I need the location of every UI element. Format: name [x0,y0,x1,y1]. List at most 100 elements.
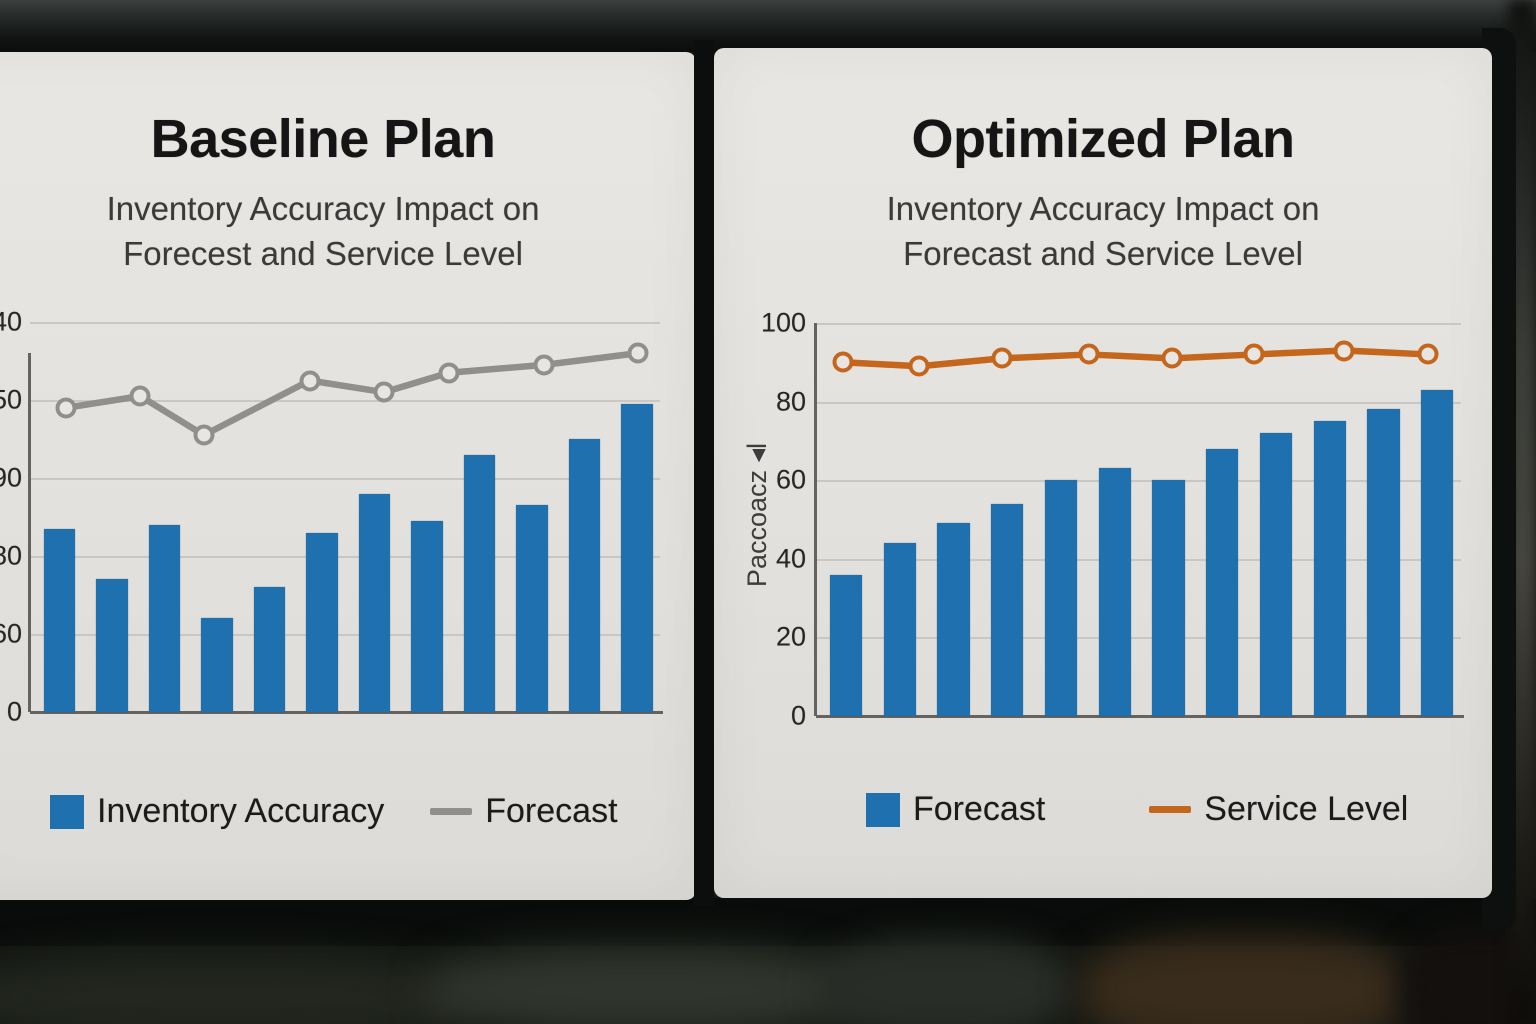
legend-item-forecast: Forecast [430,792,618,831]
baseline-legend: Inventory Accuracy Forecast [50,792,618,831]
y-tick-label: 60 [775,464,806,495]
bar-swatch-icon [50,794,84,829]
legend-label: Forecast [485,792,618,830]
legend-label: Inventory Accuracy [97,792,385,830]
optimized-plot [814,323,1465,718]
y-tick-label: 80 [775,386,806,417]
optimized-title: Optimized Plan [911,109,1295,169]
bar-inventory-accuracy [568,439,601,712]
x-axis-line [816,715,1465,718]
data-point-marker [1161,347,1183,369]
bar-forecast [937,523,970,716]
optimized-legend: Forecast Service Level [866,790,1408,829]
optimized-y-axis-ticks: 100 80 60 40 20 0 [736,308,806,731]
optimized-panel: Optimized Plan Inventory Accuracy Impact… [714,48,1492,898]
background-blur [820,938,1070,1024]
bar-inventory-accuracy [516,505,548,712]
y-tick-label: 40 [775,543,806,574]
bar-forecast [1206,448,1239,716]
gridline [816,637,1461,640]
bar-forecast [1367,409,1400,716]
monitor-top-bezel [0,0,1536,52]
data-point-marker [299,370,321,391]
data-point-marker [908,355,930,377]
gridline [30,634,660,636]
bar-inventory-accuracy [96,579,128,712]
gridline [816,480,1461,483]
data-point-marker [991,347,1013,369]
legend-label: Forecast [913,790,1046,828]
y-axis-line [814,323,817,716]
y-tick-label: 20 [775,621,806,652]
data-point-marker [438,362,460,384]
gridline [30,400,660,402]
bar-forecast [829,574,863,716]
baseline-panel: Baseline Plan Inventory Accuracy Impact … [0,52,696,900]
optimized-subtitle: Inventory Accuracy Impact on Forecast an… [714,186,1492,276]
bar-inventory-accuracy [253,587,286,712]
line-swatch-icon [1149,806,1192,813]
background-blur [1080,936,1410,1024]
y-tick-label: 100 [760,307,806,338]
gridline [816,558,1461,561]
bar-inventory-accuracy [201,618,233,712]
baseline-y-axis-ticks: 40 50 90 80 60 0 [0,307,22,727]
bar-inventory-accuracy [306,532,338,712]
gridline [30,478,660,480]
y-tick-label: 40 [0,306,22,337]
y-tick-label: 0 [790,700,806,731]
bar-swatch-icon [866,792,900,827]
data-point-marker [373,381,395,403]
y-tick-label: 50 [0,384,22,415]
y-tick-label: 60 [0,618,22,649]
subtitle-line: Inventory Accuracy Impact on [106,190,540,227]
data-point-marker [832,351,854,373]
baseline-subtitle: Inventory Accuracy Impact on Forecest an… [0,186,696,276]
bar-inventory-accuracy [411,520,443,712]
bar-inventory-accuracy [463,454,496,712]
subtitle-line: Forecast and Service Level [903,235,1303,272]
subtitle-line: Inventory Accuracy Impact on [886,190,1320,227]
data-point-marker [1333,340,1355,361]
trend-line-service-level [839,347,1432,370]
legend-item-forecast: Forecast [866,790,1045,829]
background-blur [0,898,1536,1024]
line-swatch-icon [430,808,473,815]
legend-label: Service Level [1204,790,1409,828]
bar-forecast [1313,421,1346,716]
data-point-marker [129,385,151,407]
bar-inventory-accuracy [148,524,181,712]
y-tick-label: 90 [0,462,22,493]
y-tick-label: 80 [0,540,22,571]
gridline [816,401,1461,404]
data-point-marker [1243,343,1265,365]
x-axis-line [30,711,664,714]
background-blur [430,948,860,1024]
bar-inventory-accuracy [621,403,653,712]
bar-forecast [1421,389,1454,716]
gridline [816,323,1461,325]
gridline [30,322,660,324]
y-tick-label: 0 [6,696,22,727]
gridline [30,556,660,558]
data-point-marker [627,342,649,364]
bar-inventory-accuracy [358,493,391,712]
background-blur [0,953,480,1024]
baseline-title: Baseline Plan [150,109,496,169]
y-axis-line [28,353,31,712]
data-point-marker [55,397,77,419]
panel-divider [694,40,714,906]
bar-forecast [1098,468,1131,716]
data-point-marker [1417,343,1439,365]
legend-item-inventory-accuracy: Inventory Accuracy [50,792,384,831]
baseline-plot [28,322,664,714]
bar-forecast [991,503,1024,716]
legend-item-service-level: Service Level [1149,790,1408,829]
bar-forecast [1152,480,1185,716]
bar-forecast [1259,433,1293,716]
bar-inventory-accuracy [43,528,76,712]
trend-line-forecast [62,349,642,439]
data-point-marker [193,424,215,446]
data-point-marker [533,354,555,376]
